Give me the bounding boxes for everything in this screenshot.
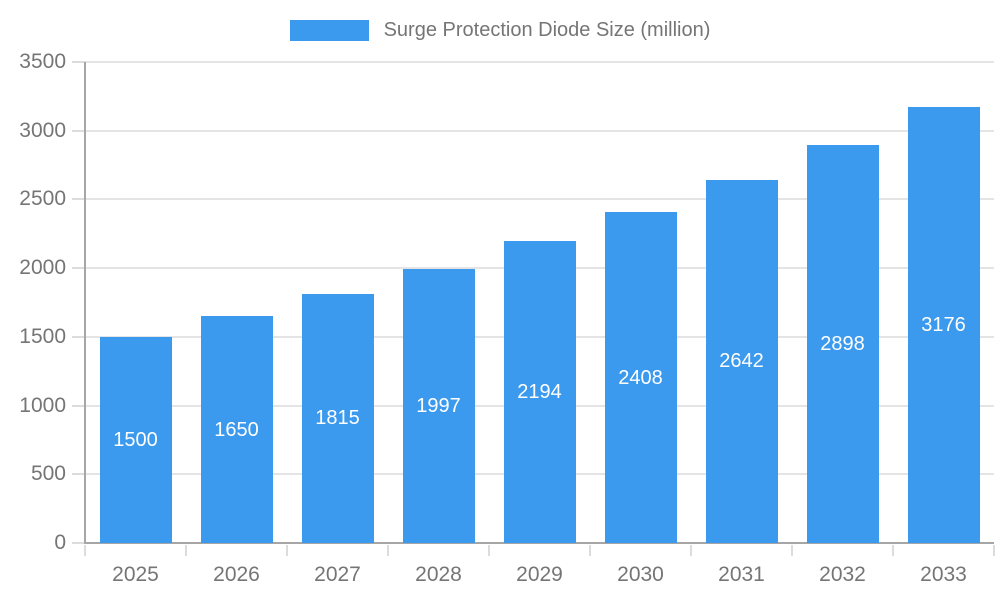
x-axis-tick (387, 545, 389, 556)
y-axis-tick-label: 500 (30, 462, 66, 486)
x-axis-tick-label: 2025 (112, 563, 159, 586)
bar (200, 316, 273, 543)
x-axis-tick (589, 545, 591, 556)
bar-value-label: 2898 (820, 332, 865, 355)
bar-value-label: 1500 (113, 428, 158, 451)
bar-value-label: 3176 (921, 313, 966, 336)
bar (402, 268, 475, 543)
bar-value-label: 1815 (315, 407, 360, 430)
bar (604, 212, 677, 543)
bar-value-label: 2642 (719, 350, 764, 373)
x-axis-tick (84, 545, 86, 556)
x-axis-tick-label: 2031 (718, 563, 765, 586)
y-gridline (85, 61, 994, 63)
y-axis-tick (72, 542, 85, 544)
y-axis-tick (72, 267, 85, 270)
y-axis-tick (72, 198, 85, 201)
y-axis-tick-label: 1500 (19, 324, 66, 348)
x-axis-tick-label: 2030 (617, 563, 664, 586)
bar (503, 241, 576, 543)
y-axis-tick-label: 2000 (19, 256, 66, 280)
x-axis-line (84, 542, 994, 544)
x-axis-tick-label: 2029 (516, 563, 563, 586)
y-axis-tick-label: 3000 (19, 118, 66, 142)
bar (301, 293, 374, 543)
y-axis-tick (72, 129, 85, 132)
y-axis-tick-label: 2500 (19, 187, 66, 211)
x-axis-tick (892, 545, 894, 556)
x-axis-tick (488, 545, 490, 556)
bar-value-label: 2408 (618, 366, 663, 389)
bar-value-label: 2194 (517, 381, 562, 404)
legend-label: Surge Protection Diode Size (million) (383, 19, 711, 41)
x-axis-tick (690, 545, 692, 556)
x-axis-tick-label: 2028 (415, 563, 462, 586)
x-axis-tick-label: 2026 (213, 563, 260, 586)
y-axis-tick (72, 473, 85, 476)
y-axis-tick-label: 3500 (19, 50, 66, 73)
y-axis-tick (72, 404, 85, 407)
bar (705, 179, 778, 543)
y-axis-line (84, 62, 86, 543)
bar-value-label: 1650 (214, 418, 259, 441)
x-axis-tick-label: 2032 (819, 563, 866, 586)
bar (806, 144, 879, 543)
x-axis-tick (791, 545, 793, 556)
x-axis-tick-label: 2033 (920, 563, 967, 586)
legend-swatch-icon (289, 20, 369, 41)
x-axis-tick-label: 2027 (314, 563, 361, 586)
y-axis-tick (72, 335, 85, 338)
x-axis-tick (185, 545, 187, 556)
bar (99, 336, 172, 543)
legend[interactable]: Surge Protection Diode Size (million) (0, 19, 1000, 42)
y-axis-tick-label: 1000 (19, 393, 66, 417)
y-gridline (85, 198, 994, 201)
bar (907, 106, 980, 543)
x-axis-tick (993, 545, 995, 556)
x-axis-tick (286, 545, 288, 556)
bar-value-label: 1997 (416, 394, 461, 417)
y-axis-tick (72, 61, 85, 63)
y-gridline (85, 129, 994, 132)
y-axis-tick-label: 0 (54, 531, 66, 554)
